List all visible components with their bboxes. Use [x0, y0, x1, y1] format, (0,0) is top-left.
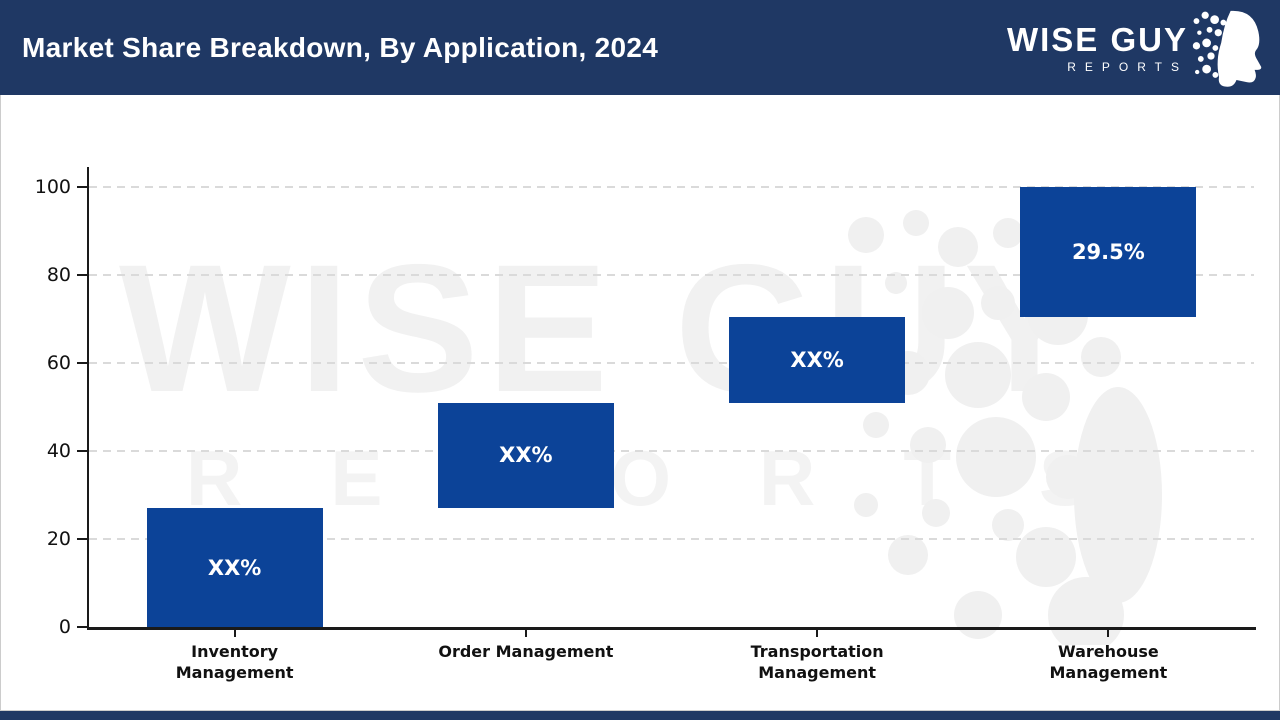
page-title: Market Share Breakdown, By Application, … [22, 31, 659, 63]
x-tick [1107, 629, 1110, 637]
y-tick [77, 186, 87, 188]
y-gridline [89, 274, 1254, 276]
bar-value-label: XX% [207, 555, 262, 580]
footer-bar [0, 711, 1280, 720]
y-gridline [89, 538, 1254, 540]
logo-head-icon [1192, 10, 1262, 87]
y-tick-label: 60 [46, 352, 71, 374]
y-tick [77, 626, 87, 628]
x-tick [524, 629, 527, 637]
y-tick-label: 80 [46, 264, 71, 286]
bar-value-label: XX% [790, 347, 844, 372]
category-label: Inventory Management [175, 642, 294, 682]
x-tick [233, 629, 236, 637]
category-label: Order Management [438, 642, 614, 661]
bar-segment: XX% [729, 316, 906, 403]
logo-text: WISE GUY REPORTS [1006, 21, 1188, 75]
logo-wordmark: WISE GUY [1006, 21, 1188, 58]
x-axis-line [87, 627, 1256, 630]
bar-value-label: 29.5% [1071, 239, 1145, 264]
watermark-wordmark: WISE GUY [119, 226, 1094, 430]
chart-area: WISE GUY REPORTS 0 20 40 60 80 100 XX% Inventor… [0, 95, 1280, 711]
y-axis-line [87, 167, 89, 629]
y-tick-label: 40 [46, 440, 71, 462]
bar-segment: XX% [437, 402, 614, 509]
category-label: Warehouse Management [1049, 642, 1168, 682]
y-tick [77, 274, 87, 276]
y-tick [77, 450, 87, 452]
bar-segment: 29.5% [1020, 187, 1197, 317]
y-gridline [89, 362, 1254, 364]
y-tick [77, 362, 87, 364]
y-tick [77, 538, 87, 540]
x-tick [816, 629, 819, 637]
y-gridline [89, 450, 1254, 452]
y-tick-label: 0 [58, 616, 71, 638]
brand-logo: WISE GUY REPORTS [1007, 8, 1264, 88]
bar-value-label: XX% [499, 443, 553, 468]
plot: 0 20 40 60 80 100 XX% Inventory Management XX% Or… [1, 95, 1279, 710]
y-gridline [89, 186, 1254, 188]
y-tick-label: 100 [34, 176, 71, 198]
bar-segment: XX% [146, 508, 323, 627]
page-header: Market Share Breakdown, By Application, … [0, 0, 1280, 95]
y-tick-label: 20 [46, 528, 71, 550]
logo-reports-label: REPORTS [1067, 60, 1188, 74]
category-label: Transportation Management [750, 642, 884, 682]
